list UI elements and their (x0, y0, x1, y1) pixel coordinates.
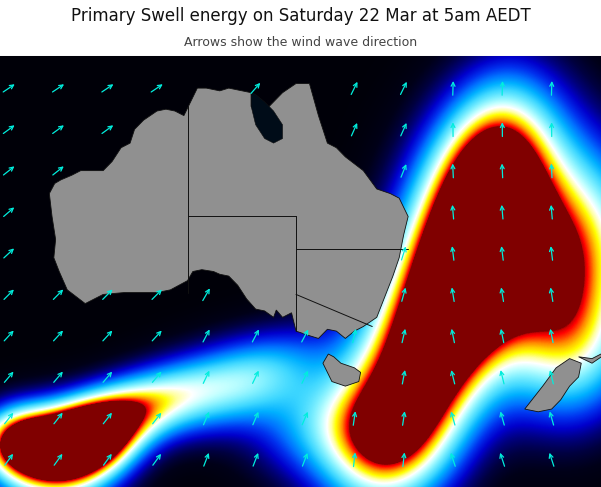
Text: Primary Swell energy on Saturday 22 Mar at 5am AEDT: Primary Swell energy on Saturday 22 Mar … (71, 7, 530, 25)
Polygon shape (323, 354, 361, 386)
Text: Arrows show the wind wave direction: Arrows show the wind wave direction (184, 36, 417, 49)
Polygon shape (525, 358, 581, 412)
Polygon shape (49, 83, 408, 338)
Polygon shape (579, 322, 601, 363)
Polygon shape (251, 93, 282, 143)
